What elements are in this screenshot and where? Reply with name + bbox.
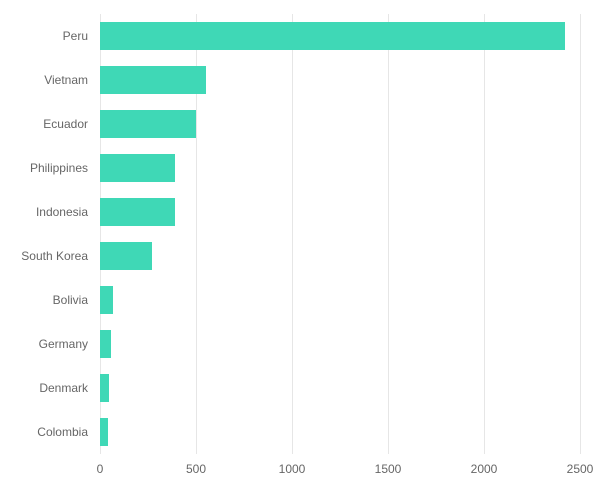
x-axis-label: 2000	[471, 462, 498, 476]
y-axis-label: Vietnam	[0, 73, 88, 87]
bar-chart: Peru Vietnam Ecuador Philippines Indonesia So…	[0, 0, 600, 500]
y-axis-label: Germany	[0, 337, 88, 351]
y-axis-label: Indonesia	[0, 205, 88, 219]
x-axis-label: 1500	[375, 462, 402, 476]
x-axis-label: 1000	[279, 462, 306, 476]
bar	[100, 330, 111, 358]
y-axis-label: Ecuador	[0, 117, 88, 131]
y-axis-label: Colombia	[0, 425, 88, 439]
y-axis-label: Denmark	[0, 381, 88, 395]
y-axis-label: Philippines	[0, 161, 88, 175]
gridline	[292, 14, 293, 454]
x-axis-label: 0	[97, 462, 104, 476]
bar	[100, 418, 108, 446]
bar	[100, 22, 565, 50]
bar	[100, 242, 152, 270]
bar	[100, 286, 113, 314]
y-axis-label: Bolivia	[0, 293, 88, 307]
bar	[100, 198, 175, 226]
y-axis-label: South Korea	[0, 249, 88, 263]
bar	[100, 374, 109, 402]
x-axis-label: 500	[186, 462, 206, 476]
gridline	[388, 14, 389, 454]
plot-area	[100, 14, 580, 454]
gridline	[484, 14, 485, 454]
gridline	[580, 14, 581, 454]
y-axis-label: Peru	[0, 29, 88, 43]
bar	[100, 154, 175, 182]
x-axis-label: 2500	[567, 462, 594, 476]
bar	[100, 66, 206, 94]
bar	[100, 110, 196, 138]
